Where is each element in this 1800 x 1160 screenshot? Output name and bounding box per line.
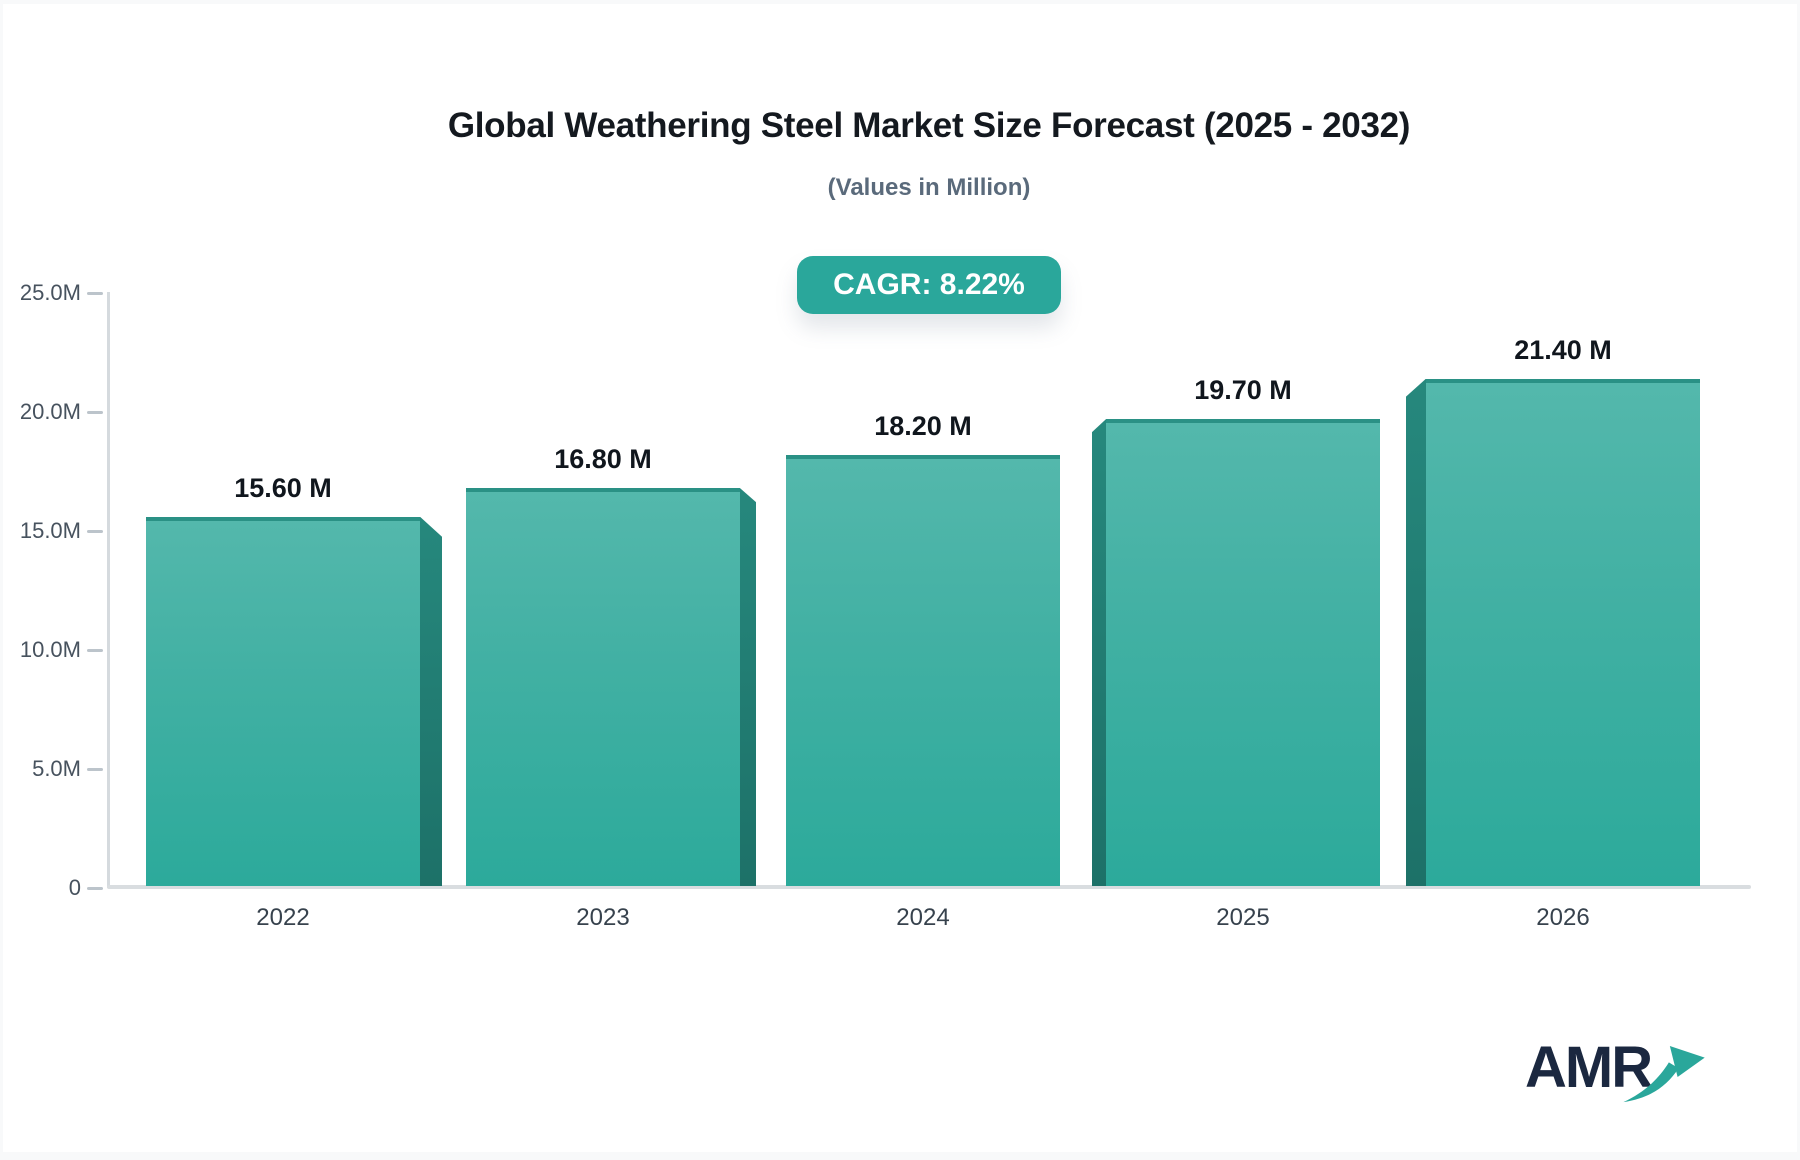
y-tick-dash <box>87 887 103 890</box>
bar-2025 <box>1106 419 1380 886</box>
x-tick-label: 2026 <box>1536 904 1590 931</box>
y-axis-line <box>107 292 110 888</box>
y-tick-label: 15.0M <box>19 518 81 543</box>
y-tick-label: 0 <box>68 875 81 900</box>
y-tick-dash <box>87 649 103 652</box>
y-tick-label: 10.0M <box>19 637 81 662</box>
bar-2026 <box>1426 378 1700 886</box>
bar-side-2023 <box>740 488 756 886</box>
y-tick-label: 20.0M <box>19 399 81 424</box>
x-tick-label: 2024 <box>896 904 950 931</box>
chart-card: Global Weathering Steel Market Size Fore… <box>3 4 1797 1152</box>
x-axis-baseline <box>107 885 1751 889</box>
chart-subtitle: (Values in Million) <box>827 174 1031 201</box>
bar-value-label: 21.40 M <box>1514 334 1612 365</box>
bar-value-label: 16.80 M <box>554 444 652 475</box>
plot-area: 25.0M 20.0M 15.0M 10.0M 5.0M 0 15.60 M 2022 16.8… <box>3 4 1800 1160</box>
bar-top-edge <box>786 454 1060 459</box>
bar-top-edge <box>466 488 740 493</box>
bar-value-label: 18.20 M <box>874 410 972 441</box>
x-tick-label: 2022 <box>256 904 310 931</box>
bar-top-edge <box>1106 419 1380 424</box>
bar-value-label: 19.70 M <box>1194 375 1292 406</box>
y-tick-dash <box>87 292 103 295</box>
bar-value-label: 15.60 M <box>234 472 332 503</box>
y-tick-dash <box>87 768 103 771</box>
bar-top-edge <box>1426 378 1700 383</box>
bar-side-2022 <box>420 516 442 886</box>
y-tick-dash <box>87 530 103 533</box>
bar-2024 <box>786 454 1060 886</box>
bar-2023 <box>466 488 740 886</box>
y-tick-dash <box>87 411 103 414</box>
cagr-badge: CAGR: 8.22% <box>797 256 1061 314</box>
bar-side-2025 <box>1092 419 1106 886</box>
cagr-badge-band: CAGR: 8.22% <box>55 256 1800 314</box>
x-tick-label: 2025 <box>1216 904 1270 931</box>
amr-logo-text: AMR <box>1525 1035 1653 1100</box>
bar-top-edge <box>146 516 420 521</box>
amr-logo: AMR <box>1525 1034 1725 1114</box>
chart-title: Global Weathering Steel Market Size Fore… <box>447 106 1411 145</box>
growth-arrow-icon <box>1623 1045 1705 1103</box>
bar-2022 <box>146 516 420 886</box>
y-tick-label: 25.0M <box>19 280 81 305</box>
x-tick-label: 2023 <box>576 904 630 931</box>
y-tick-label: 5.0M <box>32 756 81 781</box>
bar-side-2026 <box>1406 378 1426 886</box>
